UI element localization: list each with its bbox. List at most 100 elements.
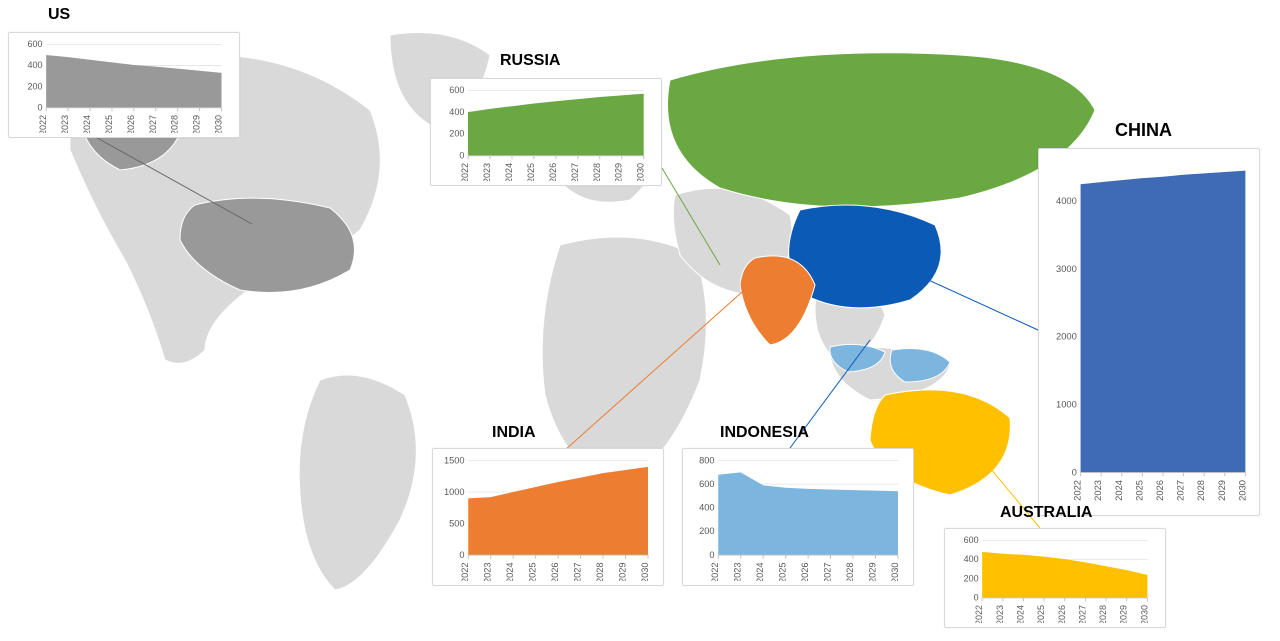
svg-text:2023: 2023 <box>1093 480 1103 501</box>
svg-text:600: 600 <box>699 479 714 489</box>
svg-text:4000: 4000 <box>1056 196 1077 206</box>
chart-indonesia: 0 200 400 600 800 2022 2023 2024 2025 2026 2027 202… <box>689 455 905 581</box>
svg-text:500: 500 <box>449 518 464 528</box>
svg-text:200: 200 <box>449 129 464 139</box>
country-india <box>740 256 815 345</box>
svg-text:400: 400 <box>449 107 464 117</box>
svg-text:400: 400 <box>699 503 714 513</box>
svg-text:400: 400 <box>964 554 979 564</box>
svg-text:200: 200 <box>28 81 43 91</box>
svg-text:200: 200 <box>964 573 979 583</box>
svg-text:0: 0 <box>38 102 43 112</box>
svg-text:200: 200 <box>699 526 714 536</box>
svg-text:2022: 2022 <box>1073 480 1083 501</box>
title-us: US <box>48 6 70 24</box>
title-indonesia: INDONESIA <box>720 424 809 442</box>
svg-text:2022: 2022 <box>710 562 720 581</box>
svg-text:2025: 2025 <box>104 115 114 133</box>
svg-text:2029: 2029 <box>1217 480 1227 501</box>
svg-text:600: 600 <box>964 535 979 545</box>
svg-text:2024: 2024 <box>1114 480 1124 501</box>
svg-text:2024: 2024 <box>504 163 514 181</box>
title-russia: RUSSIA <box>500 52 560 70</box>
card-china: 0 1000 2000 3000 4000 2022 2023 2024 2025 2026 202… <box>1038 148 1260 516</box>
svg-text:2029: 2029 <box>192 115 202 133</box>
svg-text:2026: 2026 <box>1155 480 1165 501</box>
svg-text:2028: 2028 <box>170 115 180 133</box>
svg-text:2025: 2025 <box>1036 605 1046 623</box>
svg-text:2030: 2030 <box>636 163 646 181</box>
svg-text:2029: 2029 <box>868 562 878 581</box>
svg-text:2024: 2024 <box>505 562 515 581</box>
svg-text:2025: 2025 <box>778 562 788 581</box>
svg-text:2024: 2024 <box>82 115 92 133</box>
svg-text:2027: 2027 <box>570 163 580 181</box>
svg-text:2030: 2030 <box>890 562 900 581</box>
title-india: INDIA <box>492 424 536 442</box>
svg-text:2028: 2028 <box>1196 480 1206 501</box>
svg-text:600: 600 <box>28 39 43 49</box>
svg-text:1000: 1000 <box>444 487 465 497</box>
title-australia: AUSTRALIA <box>1000 504 1092 522</box>
svg-text:2023: 2023 <box>483 562 493 581</box>
chart-china: 0 1000 2000 3000 4000 2022 2023 2024 2025 2026 202… <box>1045 155 1251 511</box>
svg-text:0: 0 <box>459 550 464 560</box>
svg-text:2027: 2027 <box>148 115 158 133</box>
svg-text:2023: 2023 <box>995 605 1005 623</box>
svg-text:2023: 2023 <box>482 163 492 181</box>
chart-australia: 0 200 400 600 2022 2023 2024 2025 2026 2027 2028 20… <box>951 535 1157 623</box>
svg-text:2029: 2029 <box>618 562 628 581</box>
svg-text:2030: 2030 <box>1237 480 1247 501</box>
card-india: 0 500 1000 1500 2022 2023 2024 2025 2026 2027 2028… <box>432 448 664 586</box>
svg-text:800: 800 <box>699 455 714 465</box>
chart-russia: 0 200 400 600 2022 2023 2024 2025 2026 2027 2028 20… <box>437 85 653 181</box>
svg-text:0: 0 <box>709 550 714 560</box>
card-australia: 0 200 400 600 2022 2023 2024 2025 2026 2027 2028 20… <box>944 528 1166 628</box>
svg-text:2022: 2022 <box>460 163 470 181</box>
title-china: CHINA <box>1115 120 1172 141</box>
svg-text:2026: 2026 <box>548 163 558 181</box>
svg-text:2025: 2025 <box>1134 480 1144 501</box>
svg-text:3000: 3000 <box>1056 264 1077 274</box>
svg-text:2023: 2023 <box>60 115 70 133</box>
svg-text:2025: 2025 <box>526 163 536 181</box>
svg-text:0: 0 <box>459 150 464 160</box>
svg-text:2026: 2026 <box>550 562 560 581</box>
svg-text:2028: 2028 <box>1098 605 1108 623</box>
card-russia: 0 200 400 600 2022 2023 2024 2025 2026 2027 2028 20… <box>430 78 662 186</box>
svg-text:2027: 2027 <box>823 562 833 581</box>
svg-text:2030: 2030 <box>640 562 650 581</box>
svg-text:2026: 2026 <box>126 115 136 133</box>
svg-text:2028: 2028 <box>845 562 855 581</box>
svg-text:2027: 2027 <box>1176 480 1186 501</box>
svg-text:2026: 2026 <box>1057 605 1067 623</box>
svg-text:2022: 2022 <box>974 605 984 623</box>
svg-text:2027: 2027 <box>573 562 583 581</box>
chart-india: 0 500 1000 1500 2022 2023 2024 2025 2026 2027 2028… <box>439 455 655 581</box>
svg-text:400: 400 <box>28 60 43 70</box>
svg-text:2026: 2026 <box>800 562 810 581</box>
svg-text:2022: 2022 <box>460 562 470 581</box>
svg-text:2028: 2028 <box>592 163 602 181</box>
svg-text:2023: 2023 <box>733 562 743 581</box>
svg-text:0: 0 <box>974 593 979 603</box>
country-russia <box>667 53 1095 207</box>
svg-text:2028: 2028 <box>595 562 605 581</box>
svg-text:600: 600 <box>449 85 464 95</box>
card-us: 0 200 400 600 2022 2023 2024 2025 2026 2027 2028 20… <box>8 32 240 138</box>
card-indonesia: 0 200 400 600 800 2022 2023 2024 2025 2026 2027 202… <box>682 448 914 586</box>
svg-text:2024: 2024 <box>1015 605 1025 623</box>
svg-text:2030: 2030 <box>214 115 224 133</box>
svg-text:2029: 2029 <box>1119 605 1129 623</box>
svg-text:2024: 2024 <box>755 562 765 581</box>
svg-text:2025: 2025 <box>528 562 538 581</box>
svg-text:2030: 2030 <box>1139 605 1149 623</box>
svg-text:1000: 1000 <box>1056 399 1077 409</box>
svg-text:1500: 1500 <box>444 455 465 465</box>
svg-text:2027: 2027 <box>1077 605 1087 623</box>
svg-text:2029: 2029 <box>614 163 624 181</box>
chart-us: 0 200 400 600 2022 2023 2024 2025 2026 2027 2028 20… <box>15 39 231 133</box>
svg-text:0: 0 <box>1072 467 1077 477</box>
svg-text:2000: 2000 <box>1056 332 1077 342</box>
svg-text:2022: 2022 <box>38 115 48 133</box>
